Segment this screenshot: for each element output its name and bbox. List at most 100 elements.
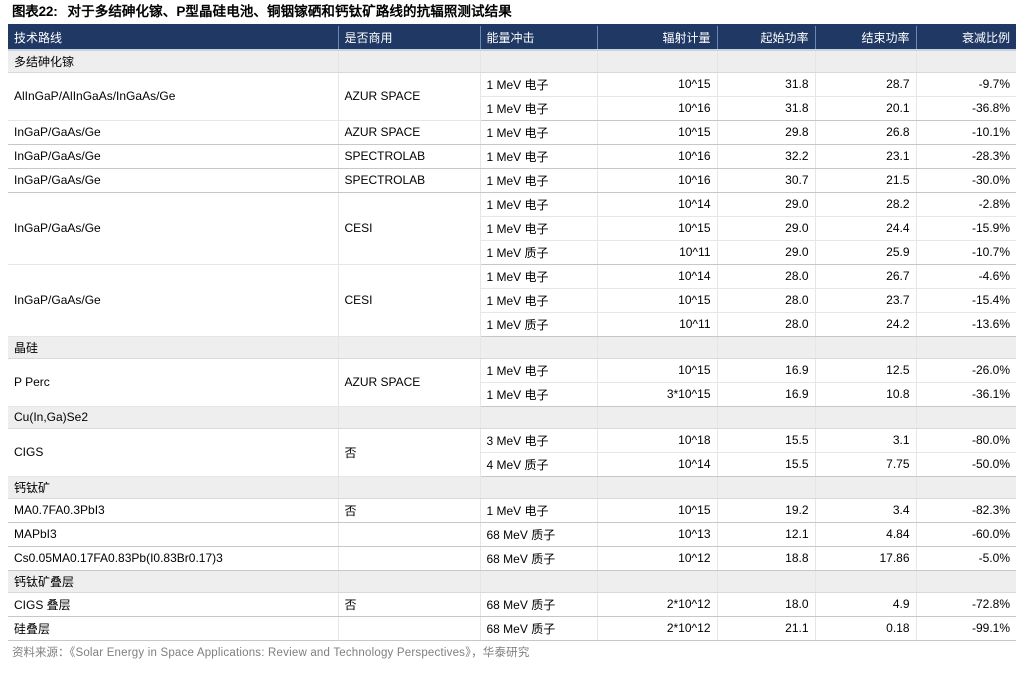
cell-power-end: 25.9 (814, 240, 916, 265)
table-row: P Perc AZUR SPACE 1 MeV 电子 10^15 16.9 12.5 -26… (8, 358, 1016, 407)
cell-power-start: 16.9 (716, 358, 815, 383)
cell-power-start: 12.1 (716, 522, 815, 547)
cell-energy: 3 MeV 电子 (479, 428, 597, 453)
cell-tech: InGaP/GaAs/Ge (8, 264, 338, 337)
cell-dose: 10^15 (596, 288, 717, 313)
cell-decay: -28.3% (915, 144, 1016, 169)
cell-dose: 10^11 (596, 240, 717, 265)
cell-power-start: 29.8 (716, 120, 815, 145)
group-row-filler (814, 569, 916, 593)
group-row-filler (915, 475, 1016, 499)
cell-power-start: 19.2 (716, 498, 815, 523)
group-row-filler (915, 569, 1016, 593)
table-row: 1 MeV 质子 10^11 29.0 25.9 -10.7% (8, 240, 1016, 265)
cell-commercial: 否 (337, 498, 480, 523)
column-header-energy: 能量冲击 (480, 26, 598, 51)
cell-decay: -4.6% (915, 264, 1016, 289)
table-row: MAPbI3 68 MeV 质子 10^13 12.1 4.84 -60.0% (8, 522, 1016, 547)
cell-dose: 10^15 (596, 72, 717, 97)
cell-power-start: 15.5 (716, 452, 815, 477)
cell-energy: 68 MeV 质子 (479, 616, 597, 641)
figure-title-bar: 图表22: 对于多结砷化镓、P型晶硅电池、铜铟镓硒和钙钛矿路线的抗辐照测试结果 (8, 0, 1016, 26)
group-row-filler (337, 475, 480, 499)
cell-power-start: 32.2 (716, 144, 815, 169)
cell-power-end: 28.7 (814, 72, 916, 97)
cell-decay: -60.0% (915, 522, 1016, 547)
figure-title: 对于多结砷化镓、P型晶硅电池、铜铟镓硒和钙钛矿路线的抗辐照测试结果 (67, 4, 512, 19)
cell-tech: InGaP/GaAs/Ge (8, 120, 338, 145)
group-row-filler (479, 475, 597, 499)
cell-power-start: 21.1 (716, 616, 815, 641)
cell-energy: 1 MeV 电子 (479, 358, 597, 383)
cell-decay: -82.3% (915, 498, 1016, 523)
cell-tech: InGaP/GaAs/Ge (8, 168, 338, 193)
cell-energy: 1 MeV 电子 (479, 168, 597, 193)
group-row-filler (596, 569, 717, 593)
source-label: 资料来源： (12, 646, 70, 659)
cell-energy: 1 MeV 电子 (479, 96, 597, 121)
cell-energy: 1 MeV 电子 (479, 382, 597, 407)
cell-power-start: 31.8 (716, 72, 815, 97)
cell-decay: -10.1% (915, 120, 1016, 145)
cell-power-end: 0.18 (814, 616, 916, 641)
group-row-filler (596, 405, 717, 429)
cell-dose: 10^14 (596, 192, 717, 217)
cell-commercial: CESI (337, 264, 480, 337)
table-header: 技术路线 是否商用 能量冲击 辐射计量 起始功率 结束功率 衰减比例 (8, 26, 1016, 51)
cell-dose: 2*10^12 (596, 592, 717, 617)
figure-source: 资料来源：《Solar Energy in Space Applications… (8, 644, 1016, 660)
cell-energy: 4 MeV 质子 (479, 452, 597, 477)
figure-number: 图表22: (12, 4, 58, 19)
group-row-filler (716, 405, 815, 429)
cell-power-end: 20.1 (814, 96, 916, 121)
group-row: 晶硅 (8, 335, 1016, 359)
group-row-filler (716, 569, 815, 593)
group-row: 多结砷化镓 (8, 49, 1016, 73)
group-row-filler (479, 335, 597, 359)
group-row-filler (479, 405, 597, 429)
group-label: Cu(In,Ga)Se2 (8, 405, 338, 429)
group-row-filler (596, 475, 717, 499)
cell-energy: 1 MeV 电子 (479, 216, 597, 241)
group-row-filler (596, 49, 717, 73)
cell-tech: Cs0.05MA0.17FA0.83Pb(I0.83Br0.17)3 (8, 546, 338, 571)
group-row-filler (479, 49, 597, 73)
cell-commercial: 否 (337, 592, 480, 617)
cell-energy: 1 MeV 电子 (479, 144, 597, 169)
cell-decay: -99.1% (915, 616, 1016, 641)
cell-decay: -9.7% (915, 72, 1016, 97)
cell-decay: -13.6% (915, 312, 1016, 337)
cell-power-end: 3.4 (814, 498, 916, 523)
cell-tech: AlInGaP/AlInGaAs/InGaAs/Ge (8, 72, 338, 121)
cell-power-start: 16.9 (716, 382, 815, 407)
table-row: CIGS 否 3 MeV 电子 10^18 15.5 3.1 -80.0% (8, 428, 1016, 477)
cell-power-start: 29.0 (716, 240, 815, 265)
cell-energy: 68 MeV 质子 (479, 546, 597, 571)
group-row-filler (716, 335, 815, 359)
group-row-filler (716, 475, 815, 499)
cell-power-start: 28.0 (716, 288, 815, 313)
cell-dose: 3*10^15 (596, 382, 717, 407)
group-row-filler (596, 335, 717, 359)
group-row-filler (716, 49, 815, 73)
cell-decay: -15.4% (915, 288, 1016, 313)
cell-energy: 1 MeV 电子 (479, 120, 597, 145)
table-row: 1 MeV 电子 10^15 29.0 24.4 -15.9% (8, 216, 1016, 241)
column-header-decay: 衰减比例 (916, 26, 1016, 51)
cell-decay: -80.0% (915, 428, 1016, 453)
cell-energy: 1 MeV 电子 (479, 288, 597, 313)
group-row-filler (814, 475, 916, 499)
group-row-filler (337, 405, 480, 429)
cell-dose: 10^15 (596, 216, 717, 241)
cell-power-end: 4.84 (814, 522, 916, 547)
cell-dose: 2*10^12 (596, 616, 717, 641)
cell-power-end: 21.5 (814, 168, 916, 193)
cell-commercial: 否 (337, 428, 480, 477)
cell-energy: 1 MeV 质子 (479, 240, 597, 265)
cell-commercial (337, 522, 480, 547)
cell-power-start: 31.8 (716, 96, 815, 121)
cell-tech: MA0.7FA0.3PbI3 (8, 498, 338, 523)
table-row: 硅叠层 68 MeV 质子 2*10^12 21.1 0.18 -99.1% (8, 616, 1016, 641)
group-row: 钙钛矿叠层 (8, 569, 1016, 593)
cell-power-end: 17.86 (814, 546, 916, 571)
